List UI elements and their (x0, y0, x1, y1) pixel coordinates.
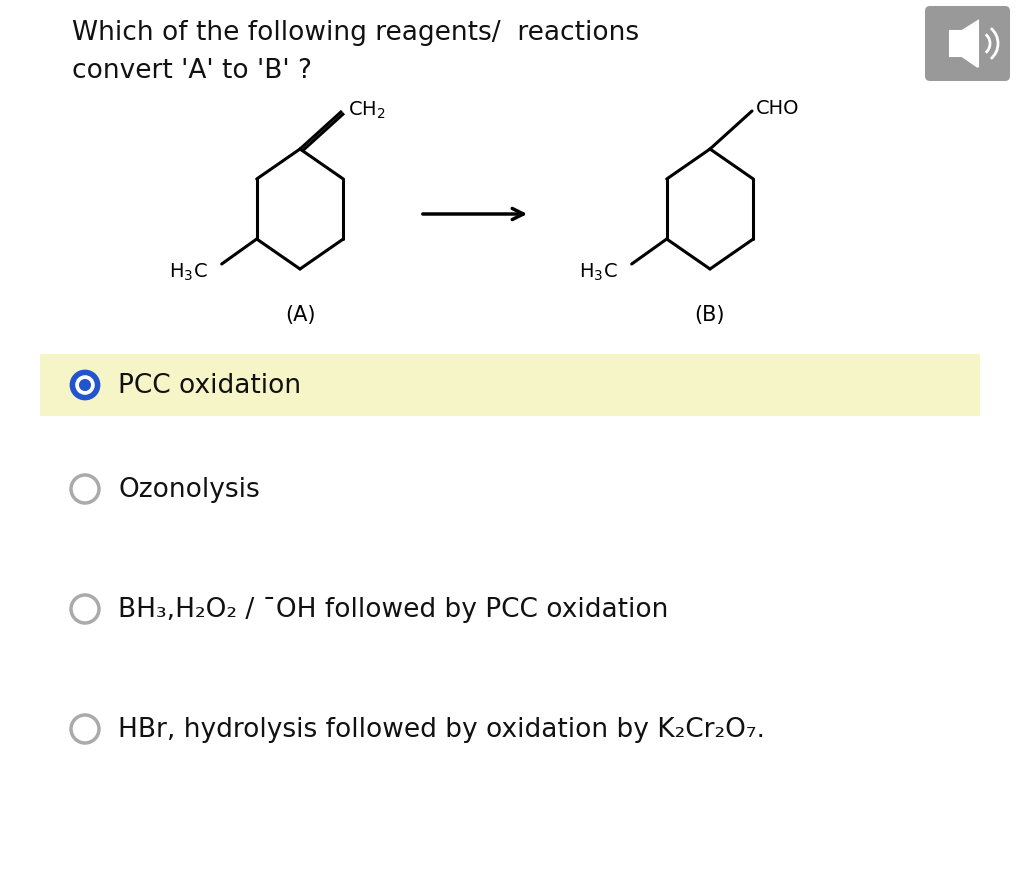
Text: Which of the following reagents/  reactions: Which of the following reagents/ reactio… (72, 20, 639, 46)
FancyBboxPatch shape (925, 7, 1010, 82)
FancyBboxPatch shape (40, 355, 980, 417)
Text: H$_3$C: H$_3$C (169, 261, 208, 283)
Circle shape (71, 476, 99, 503)
Polygon shape (950, 22, 978, 68)
Text: PCC oxidation: PCC oxidation (118, 373, 301, 399)
Text: convert 'A' to 'B' ?: convert 'A' to 'B' ? (72, 58, 312, 84)
Circle shape (76, 376, 94, 394)
Circle shape (80, 380, 90, 391)
Text: Ozonolysis: Ozonolysis (118, 477, 260, 502)
Text: (A): (A) (285, 305, 315, 325)
Circle shape (71, 715, 99, 743)
Text: CHO: CHO (756, 98, 800, 117)
Circle shape (71, 595, 99, 623)
Text: H$_3$C: H$_3$C (579, 261, 617, 283)
Text: BH₃,H₂O₂ / ¯OH followed by PCC oxidation: BH₃,H₂O₂ / ¯OH followed by PCC oxidation (118, 596, 669, 622)
Text: CH$_2$: CH$_2$ (348, 99, 386, 121)
Text: HBr, hydrolysis followed by oxidation by K₂Cr₂O₇.: HBr, hydrolysis followed by oxidation by… (118, 716, 765, 742)
Circle shape (71, 372, 99, 400)
Text: (B): (B) (694, 305, 725, 325)
